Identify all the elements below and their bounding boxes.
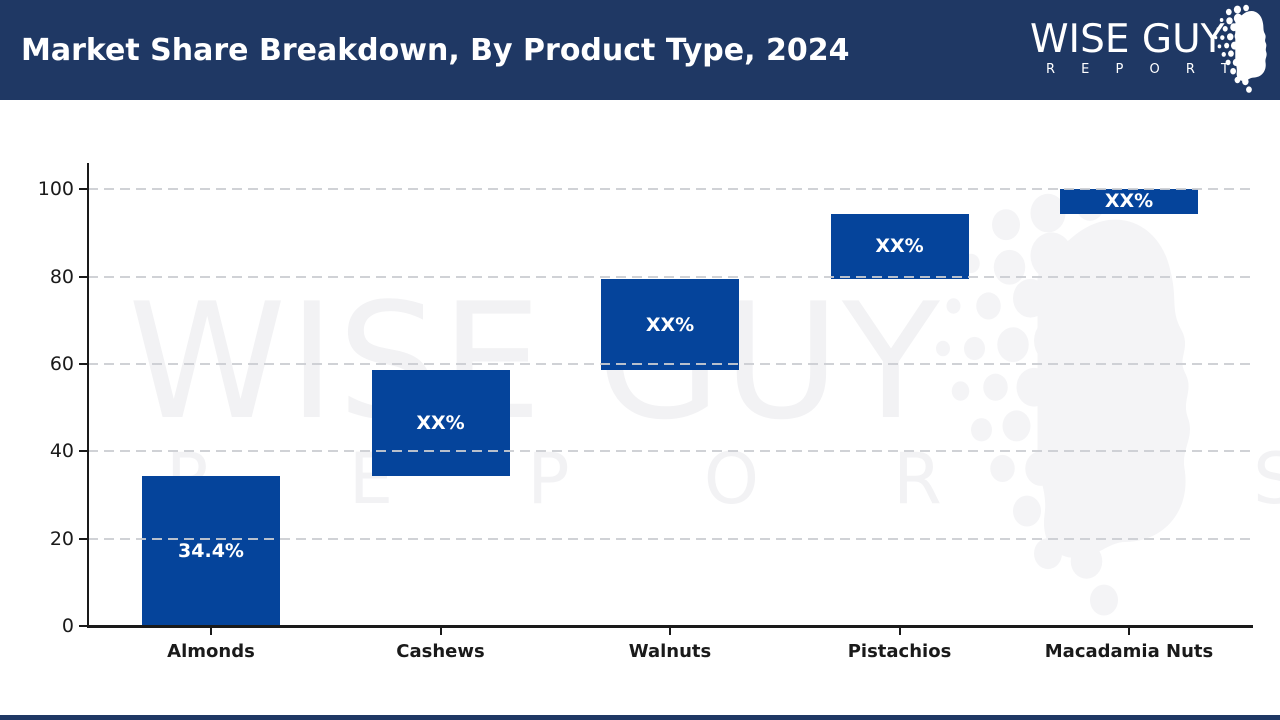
bar-value-label: XX% xyxy=(416,411,465,434)
gridline xyxy=(88,362,1252,365)
footer-bar xyxy=(0,715,1280,720)
brand-wordmark: WISE GUY xyxy=(1030,17,1225,62)
category-label: Cashews xyxy=(396,641,485,662)
x-tick-mark xyxy=(1128,628,1130,635)
y-tick-mark xyxy=(79,188,87,191)
gridline xyxy=(88,450,1252,453)
watermark-wordmark: WISE GUY xyxy=(128,268,942,455)
y-axis-line xyxy=(87,163,89,627)
brand-head-icon xyxy=(1214,4,1267,93)
category-label: Almonds xyxy=(167,641,255,662)
y-tick-mark xyxy=(79,275,87,278)
y-tick-label: 60 xyxy=(49,352,74,375)
page-title: Market Share Breakdown, By Product Type,… xyxy=(21,32,850,68)
bar-value-label: XX% xyxy=(1104,190,1154,213)
gridline xyxy=(88,275,1252,278)
bar-value-label: XX% xyxy=(645,313,695,336)
bar-segment: XX% xyxy=(830,213,969,280)
bar-segment: XX% xyxy=(601,279,739,371)
bar-segment: 34.4% xyxy=(142,475,280,626)
category-label: Walnuts xyxy=(628,641,712,662)
gridline xyxy=(88,537,1252,540)
brand-logo: WISE GUY R E P O R T S xyxy=(1000,0,1272,100)
category-label: Pistachios xyxy=(847,641,952,662)
y-tick-label: 80 xyxy=(49,265,74,288)
bar-value-label: 34.4% xyxy=(178,539,244,562)
x-tick-mark xyxy=(669,628,671,635)
y-tick-mark xyxy=(79,537,87,540)
bar-segment: XX% xyxy=(371,370,510,476)
brand-subtext: R E P O R T S xyxy=(1046,62,1275,77)
gridline xyxy=(88,188,1252,191)
x-tick-mark xyxy=(439,628,442,635)
y-tick-mark xyxy=(79,450,87,453)
y-tick-label: 100 xyxy=(37,178,74,201)
header: Market Share Breakdown, By Product Type,… xyxy=(0,0,1280,100)
y-tick-mark xyxy=(79,362,87,365)
x-axis-line xyxy=(87,625,1253,628)
category-label: Macadamia Nuts xyxy=(1044,641,1214,662)
x-tick-mark xyxy=(210,628,212,635)
y-tick-label: 40 xyxy=(49,440,74,463)
bar-value-label: XX% xyxy=(875,235,924,258)
y-tick-label: 20 xyxy=(49,527,74,550)
bar-segment: XX% xyxy=(1060,189,1198,214)
y-tick-mark xyxy=(79,625,87,627)
y-tick-label: 0 xyxy=(61,615,74,637)
x-tick-mark xyxy=(898,628,901,635)
